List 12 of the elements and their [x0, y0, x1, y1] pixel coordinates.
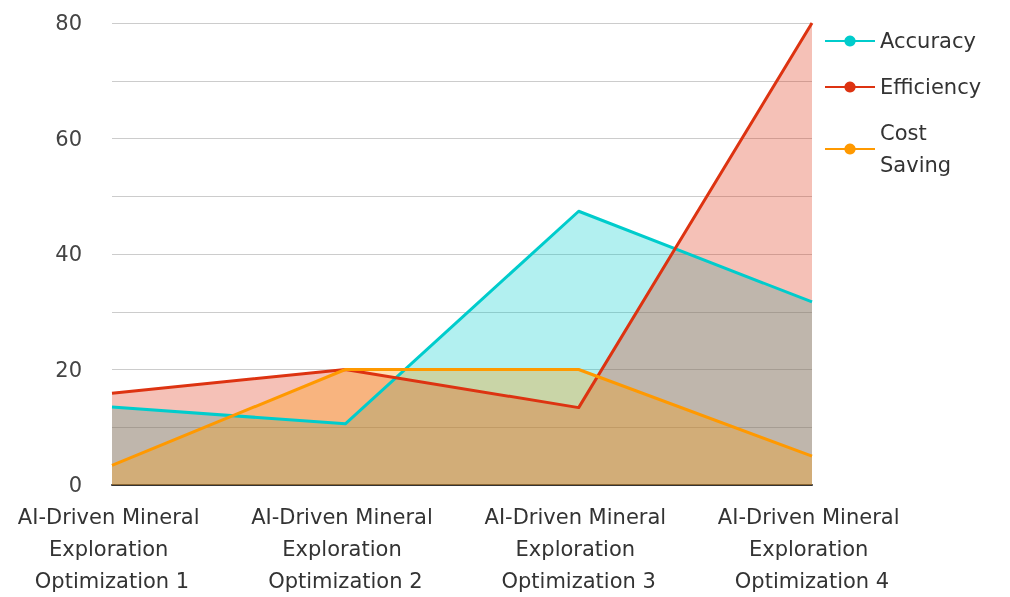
y-tick-label: 60 [55, 126, 82, 151]
legend-label: Cost Saving [880, 121, 952, 177]
legend-label: Accuracy [880, 29, 976, 53]
y-tick-label: 80 [55, 11, 82, 35]
x-tick-label: AI-Driven Mineral Exploration Optimization 1 [17, 505, 207, 593]
x-tick-label: AI-Driven Mineral Exploration Optimization 4 [717, 505, 907, 593]
x-tick-label: AI-Driven Mineral Exploration Optimization 3 [484, 505, 673, 593]
y-tick-label: 0 [68, 473, 82, 497]
y-tick-label: 20 [55, 357, 82, 382]
legend-label: Efficiency [880, 75, 982, 99]
x-tick-label: AI-Driven Mineral Exploration Optimization 2 [251, 505, 440, 593]
y-tick-label: 40 [55, 242, 82, 266]
